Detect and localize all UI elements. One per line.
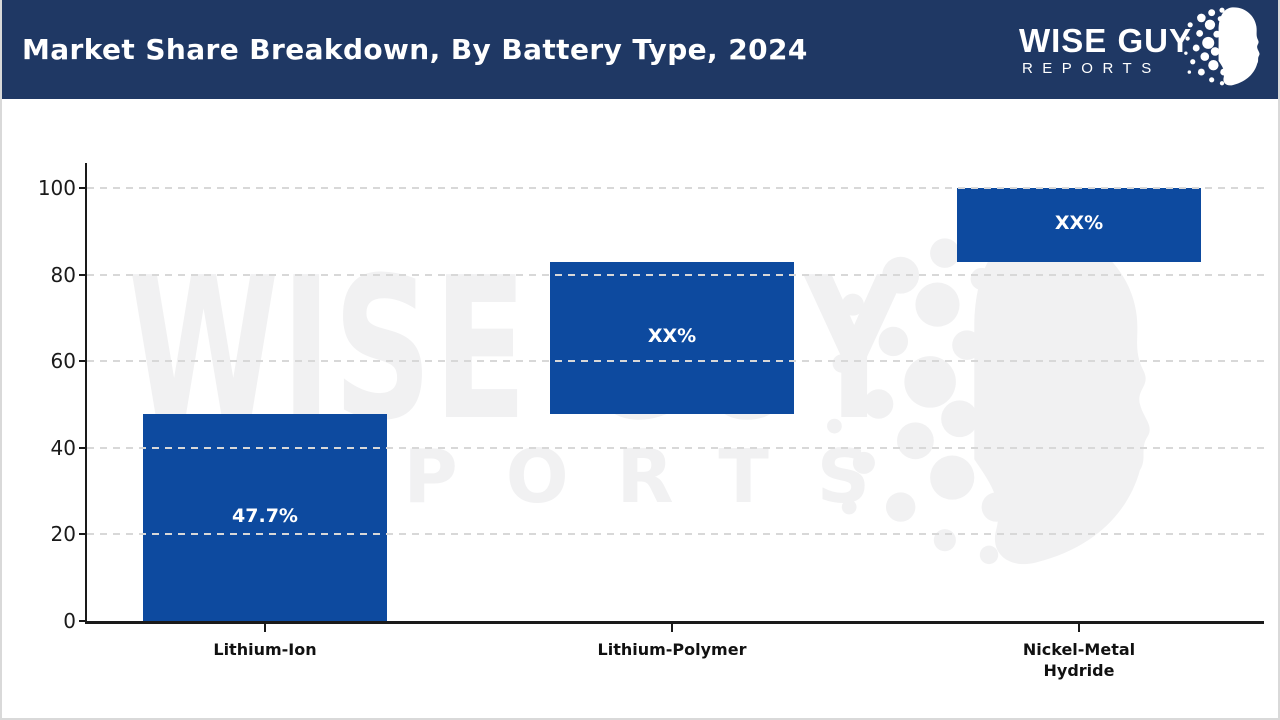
bar-lithium-polymer: [550, 261, 794, 415]
bar-value-label: 47.7%: [232, 504, 298, 527]
y-tick-mark: [79, 533, 86, 536]
y-tick-label: 100: [37, 176, 76, 200]
x-category-label: Nickel-Metal Hydride: [1022, 640, 1136, 680]
gridline-80: [87, 273, 1264, 276]
gridline-20: [87, 533, 1264, 536]
wiseguy-logo: WISE GUY REPORTS: [1019, 5, 1268, 95]
bar-lithium-ion: [143, 414, 387, 621]
y-tick-mark: [79, 187, 86, 189]
x-tick-mark: [264, 624, 266, 632]
y-axis-spine: [85, 163, 87, 624]
x-category-label: Lithium-Ion: [213, 640, 317, 659]
y-tick-label: 40: [50, 435, 76, 460]
y-tick-label: 80: [50, 262, 76, 287]
gridline-100: [87, 187, 1264, 189]
header-bar: Market Share Breakdown, By Battery Type,…: [2, 0, 1278, 99]
y-tick-mark: [79, 620, 86, 622]
y-tick-label: 20: [50, 522, 76, 547]
watermark-head-icon: [805, 220, 1173, 592]
y-tick-label: 0: [63, 609, 76, 633]
logo-subtext: REPORTS: [1021, 59, 1161, 77]
gridline-60: [87, 360, 1264, 363]
logo-head-icon: [1176, 5, 1268, 95]
y-tick-label: 60: [50, 349, 76, 374]
x-tick-mark: [671, 624, 673, 632]
x-axis-spine: [85, 621, 1264, 624]
y-tick-mark: [79, 446, 86, 449]
x-category-label: Lithium-Polymer: [597, 640, 747, 659]
y-tick-mark: [79, 360, 86, 363]
bar-value-label: XX%: [647, 325, 697, 348]
logo-text: WISE GUY REPORTS: [1019, 24, 1192, 76]
chart-title: Market Share Breakdown, By Battery Type,…: [22, 33, 808, 66]
x-tick-mark: [1078, 624, 1080, 632]
y-tick-mark: [79, 273, 86, 276]
gridline-40: [87, 446, 1264, 449]
bar-value-label: XX%: [1054, 211, 1104, 234]
logo-wordmark: WISE GUY: [1018, 21, 1192, 59]
bar-nickel-metal-hydride: [957, 188, 1201, 262]
